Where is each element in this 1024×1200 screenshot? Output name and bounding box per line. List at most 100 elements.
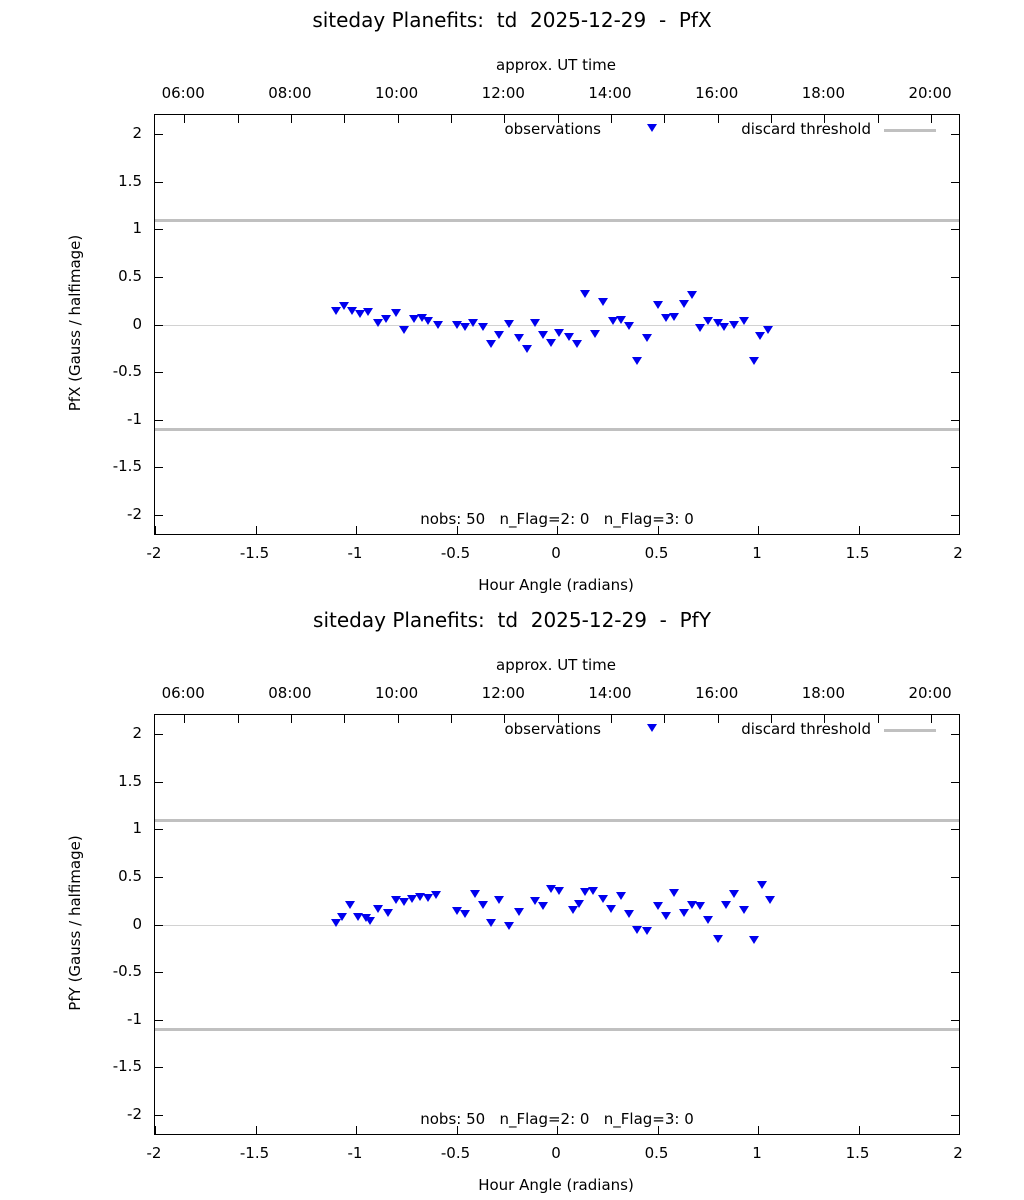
y-axis-tick — [155, 229, 163, 231]
top-axis-tick — [504, 715, 506, 723]
data-point — [678, 299, 689, 308]
x-axis-label: Hour Angle (radians) — [478, 576, 634, 594]
top-axis-tick — [397, 715, 399, 723]
y-tick-label: -0.5 — [112, 362, 142, 381]
data-point — [580, 290, 591, 299]
y-axis-tick-right — [951, 181, 959, 183]
y-axis-tick — [155, 134, 163, 136]
data-point — [346, 307, 357, 316]
x-axis-tick — [255, 1126, 257, 1134]
y-axis-tick-right — [951, 276, 959, 278]
data-point — [545, 338, 556, 347]
data-point — [493, 895, 504, 904]
y-axis-tick-right — [951, 419, 959, 421]
y-axis-tick — [155, 467, 163, 469]
data-point — [632, 356, 643, 365]
top-tick-label: 06:00 — [161, 684, 205, 702]
y-tick-label: -1 — [127, 1009, 142, 1028]
data-point — [678, 909, 689, 918]
discard-threshold-line-upper — [155, 218, 959, 222]
data-point — [330, 307, 341, 316]
data-point — [469, 890, 480, 899]
data-point — [373, 318, 384, 327]
data-point — [363, 308, 374, 317]
data-point — [712, 318, 723, 327]
data-point — [391, 895, 402, 904]
data-point — [355, 310, 366, 319]
x-axis-tick — [758, 1126, 759, 1134]
data-point — [755, 331, 765, 340]
y-tick-label: -2 — [127, 504, 142, 523]
data-point — [718, 323, 729, 332]
y-tick-label: 1 — [132, 219, 142, 238]
y-axis-tick-right — [951, 972, 959, 974]
data-point — [330, 918, 341, 927]
discard-threshold-line-upper — [155, 818, 959, 822]
y-axis-tick — [155, 1067, 163, 1069]
top-tick-label: 12:00 — [481, 684, 525, 702]
x-axis-tick — [557, 526, 558, 534]
data-point — [407, 894, 418, 903]
y-tick-label: 0.5 — [118, 866, 142, 885]
top-axis-tick — [664, 115, 666, 123]
top-axis-tick — [931, 715, 933, 723]
y-axis-tick-right — [951, 1019, 959, 1021]
observations-legend-label: observations — [504, 120, 601, 138]
top-axis-tick — [344, 115, 346, 123]
x-tick-label: 1.5 — [845, 1144, 870, 1162]
top-axis-tick — [824, 715, 826, 723]
top-axis-tick — [877, 115, 879, 123]
data-point — [493, 330, 504, 339]
y-axis-tick-right — [951, 467, 959, 469]
x-axis-tick — [155, 526, 156, 534]
x-tick-label: 1 — [752, 1144, 762, 1162]
y-tick-label: 0 — [132, 914, 142, 933]
data-point — [503, 319, 514, 328]
data-point — [503, 922, 514, 931]
x-axis-tick — [456, 1126, 458, 1134]
x-axis-tick — [255, 526, 257, 534]
data-point — [529, 896, 540, 905]
discard-threshold-line-sample — [884, 729, 936, 732]
nobs-annotation: nobs: 50 n_Flag=2: 0 n_Flag=3: 0 — [420, 510, 694, 528]
data-point — [580, 888, 591, 897]
top-axis-tick — [290, 715, 292, 723]
top-axis-tick — [237, 715, 239, 723]
y-axis-tick — [155, 372, 163, 374]
data-point — [344, 901, 355, 910]
top-tick-label: 20:00 — [908, 684, 952, 702]
x-tick-label: -1 — [347, 1144, 363, 1162]
top-axis-tick — [611, 115, 612, 123]
x-axis-tick — [155, 1126, 156, 1134]
data-point — [485, 339, 496, 348]
data-point — [590, 330, 601, 339]
data-point — [459, 910, 470, 919]
data-point — [545, 885, 556, 894]
y-axis-tick — [155, 829, 163, 831]
observation-marker-icon — [647, 724, 657, 732]
x-tick-label: -2 — [146, 544, 162, 562]
top-axis-tick — [771, 115, 773, 123]
top-axis-tick — [450, 715, 452, 723]
y-axis-tick — [155, 1019, 163, 1021]
y-tick-label: -1.5 — [112, 1057, 142, 1076]
data-point — [537, 902, 548, 911]
top-axis-tick — [771, 715, 773, 723]
y-axis-tick — [155, 276, 163, 278]
y-axis-tick-right — [951, 924, 959, 926]
top-axis-tick — [450, 115, 452, 123]
data-point — [521, 345, 532, 354]
x-axis-tick — [959, 1126, 960, 1134]
discard-threshold-legend-label: discard threshold — [741, 720, 871, 738]
data-point — [365, 916, 376, 925]
top-axis-tick — [717, 715, 719, 723]
data-point — [694, 324, 705, 333]
x-axis-tick — [657, 1126, 659, 1134]
data-point — [712, 934, 723, 943]
observations-legend-label: observations — [504, 720, 601, 738]
y-axis-tick-right — [951, 734, 959, 736]
data-point — [642, 333, 653, 342]
zero-line — [155, 324, 959, 326]
top-tick-label: 14:00 — [588, 84, 632, 102]
x-tick-label: 1.5 — [845, 544, 870, 562]
